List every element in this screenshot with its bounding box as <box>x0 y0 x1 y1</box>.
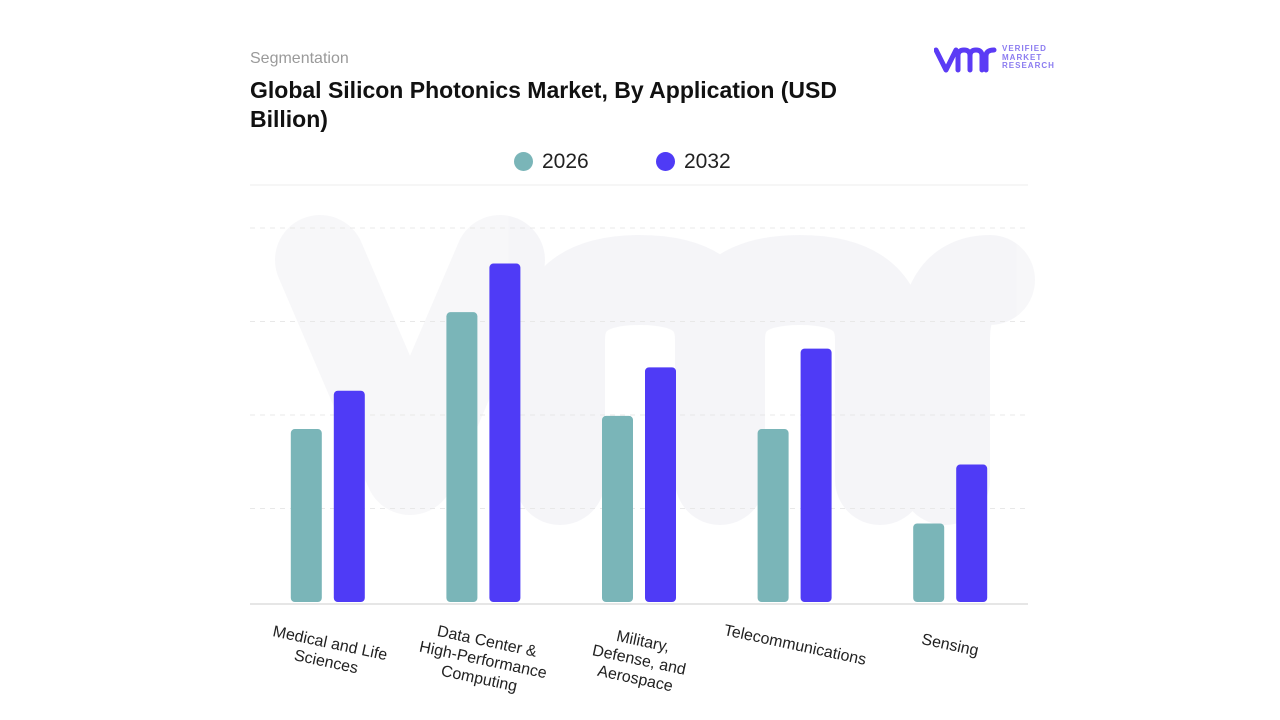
bar-2026-3 <box>757 429 789 602</box>
bars <box>290 263 988 602</box>
legend-swatch-2032 <box>656 152 675 171</box>
bar-2032-4 <box>956 464 988 602</box>
bar-2026-0 <box>290 429 322 602</box>
legend-label-2026: 2026 <box>542 150 589 173</box>
bar-2032-2 <box>645 367 676 602</box>
bar-2026-2 <box>602 415 633 602</box>
logo-text-line: MARKET <box>1002 52 1043 62</box>
bar-2032-1 <box>489 263 521 602</box>
logo-text-line: VERIFIED <box>1002 44 1047 53</box>
vmr-logo-icon <box>933 47 997 73</box>
logo-text-line: RESEARCH <box>1002 61 1055 70</box>
chart-legend: 2026 2032 <box>0 149 1280 175</box>
legend-item-2026: 2026 <box>514 149 589 175</box>
logo: VERIFIED MARKET RESEARCH <box>933 44 1064 76</box>
logo-text: VERIFIED MARKET RESEARCH <box>1002 44 1055 71</box>
segment-label: Segmentation <box>250 50 349 67</box>
bar-2026-4 <box>913 523 945 602</box>
chart-title: Global Silicon Photonics Market, By Appl… <box>250 77 837 132</box>
legend-label-2032: 2032 <box>684 150 731 173</box>
legend-item-2032: 2032 <box>656 149 731 175</box>
legend-swatch-2026 <box>514 152 533 171</box>
bar-2032-3 <box>800 348 832 602</box>
bar-2032-0 <box>333 390 365 602</box>
bar-2026-1 <box>446 312 478 602</box>
